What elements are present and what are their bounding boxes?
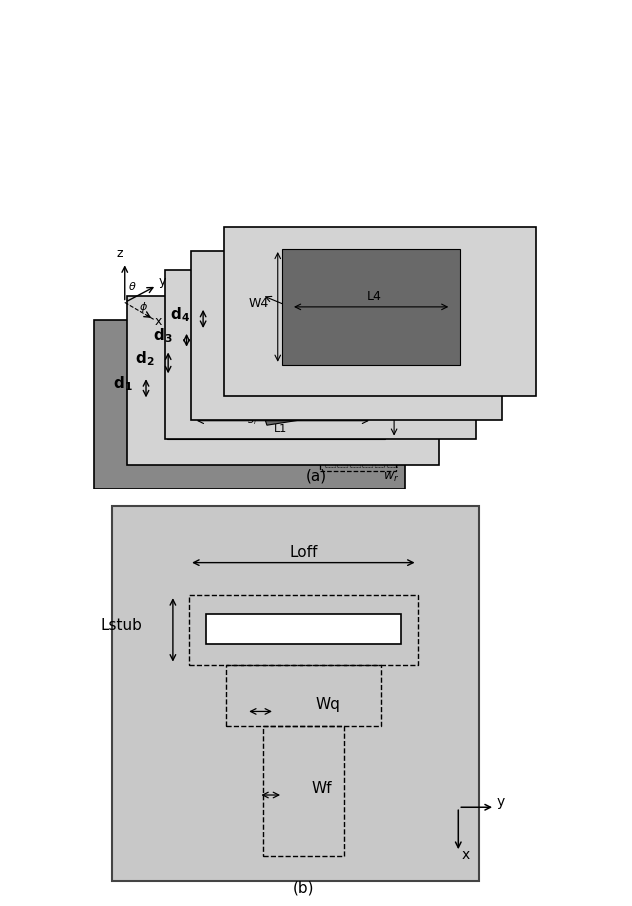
Text: (b): (b) [293, 881, 314, 896]
Polygon shape [231, 283, 432, 425]
Text: L2: L2 [307, 361, 320, 371]
Text: y: y [159, 275, 166, 287]
Polygon shape [191, 251, 502, 419]
Text: w1: w1 [396, 409, 413, 419]
Polygon shape [94, 320, 405, 489]
Polygon shape [127, 296, 439, 465]
Text: L1: L1 [274, 424, 288, 434]
Bar [205, 613, 401, 644]
Text: W4: W4 [249, 297, 269, 310]
Text: $\theta$: $\theta$ [128, 280, 137, 292]
Text: Lstub: Lstub [101, 618, 143, 633]
Polygon shape [161, 418, 320, 440]
Text: Wf: Wf [312, 781, 332, 796]
Bar [262, 726, 344, 856]
Text: $\mathbf{d_3}$: $\mathbf{d_3}$ [153, 326, 173, 345]
Polygon shape [194, 412, 354, 419]
Text: $\mathbf{d_4}$: $\mathbf{d_4}$ [170, 305, 190, 323]
Text: W2: W2 [436, 348, 454, 358]
Text: L3: L3 [322, 323, 335, 333]
Text: $\mathbf{d_2}$: $\mathbf{d_2}$ [135, 349, 154, 368]
Bar [226, 665, 381, 726]
Polygon shape [224, 226, 536, 396]
Bar [189, 595, 418, 664]
Text: z: z [117, 247, 123, 260]
Polygon shape [164, 269, 476, 439]
Polygon shape [283, 249, 460, 365]
Text: Wq: Wq [315, 698, 341, 712]
Text: $S_w$: $S_w$ [327, 405, 341, 419]
Polygon shape [167, 394, 386, 439]
Text: $\mathbf{d_1}$: $\mathbf{d_1}$ [112, 374, 132, 393]
Text: x: x [155, 314, 162, 328]
Text: x: x [461, 848, 470, 863]
Text: (a): (a) [305, 468, 327, 483]
Polygon shape [248, 260, 444, 371]
Text: $S_l$: $S_l$ [247, 413, 257, 427]
Text: L4: L4 [367, 290, 382, 304]
Text: $\phi$: $\phi$ [139, 301, 148, 314]
Text: $w_r$: $w_r$ [383, 471, 399, 485]
Text: Loff: Loff [289, 545, 317, 560]
Text: W3: W3 [442, 296, 460, 306]
Text: y: y [497, 795, 505, 809]
